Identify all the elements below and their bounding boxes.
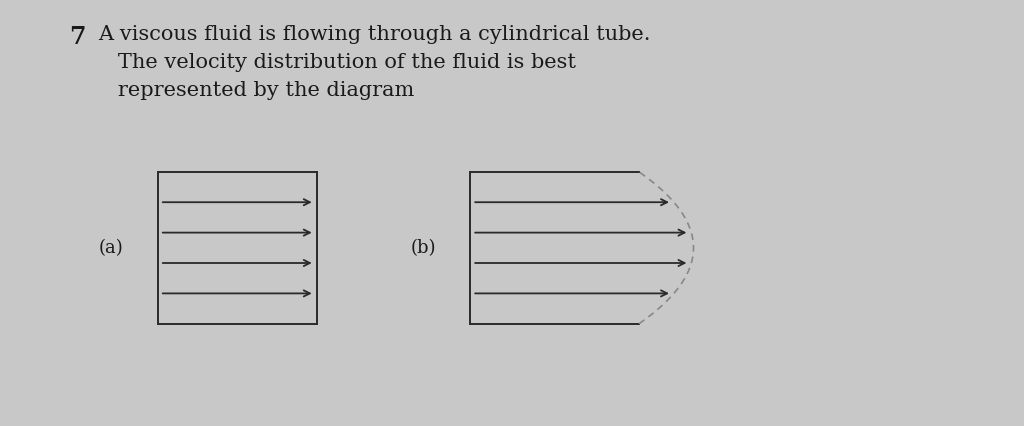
Text: (a): (a) bbox=[98, 239, 123, 257]
Text: (b): (b) bbox=[411, 239, 435, 257]
Text: A viscous fluid is flowing through a cylindrical tube.
   The velocity distribut: A viscous fluid is flowing through a cyl… bbox=[98, 25, 651, 100]
Text: 7: 7 bbox=[69, 25, 85, 49]
